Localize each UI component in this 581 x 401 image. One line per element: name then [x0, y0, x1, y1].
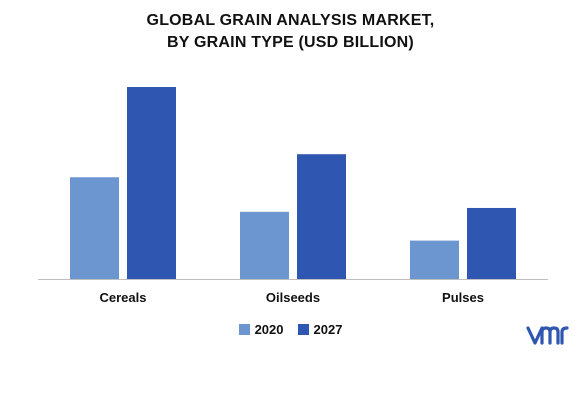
bar-pulses-2027	[467, 207, 516, 279]
chart-title-line-1: GLOBAL GRAIN ANALYSIS MARKET,	[146, 12, 435, 29]
x-tick-label-cereals: Cereals	[100, 290, 147, 305]
x-tick-label-oilseeds: Oilseeds	[266, 290, 320, 305]
legend-label-2020: 2020	[254, 322, 284, 337]
legend-label-2027: 2027	[313, 322, 343, 337]
bar-cereals-2027	[127, 87, 176, 279]
legend-swatch-2027	[297, 324, 309, 335]
vmr-logo-icon	[526, 326, 569, 345]
legend-swatch-2020	[238, 324, 250, 335]
legend-item-2027: 2027	[297, 322, 343, 337]
bar-cereals-2020	[70, 177, 119, 279]
bar-pulses-2020	[410, 240, 459, 279]
chart-legend: 2020 2027	[0, 322, 581, 337]
chart-title-line-2: BY GRAIN TYPE (USD BILLION)	[167, 34, 414, 51]
bar-oilseeds-2027	[297, 154, 346, 279]
bar-oilseeds-2020	[240, 211, 289, 279]
legend-item-2020: 2020	[238, 322, 284, 337]
chart-title: GLOBAL GRAIN ANALYSIS MARKET, BY GRAIN T…	[0, 10, 581, 54]
x-tick-label-pulses: Pulses	[442, 290, 484, 305]
